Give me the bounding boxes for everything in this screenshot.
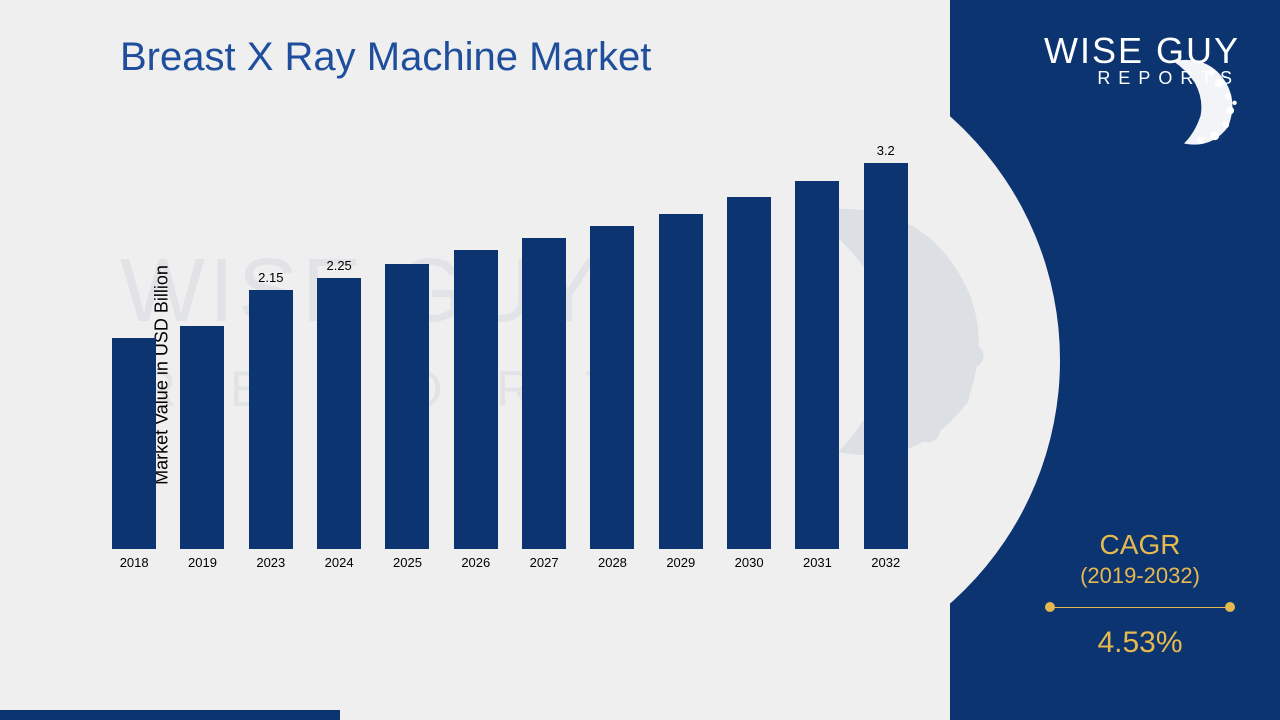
bar-group: 2019 bbox=[171, 306, 233, 570]
bar-group: 2030 bbox=[718, 177, 780, 570]
bar bbox=[112, 338, 156, 549]
bar bbox=[727, 197, 771, 549]
bar bbox=[864, 163, 908, 549]
chart-area: Market Value in USD Billion 201820192.15… bbox=[60, 140, 920, 610]
bar-group: 3.2 2032 bbox=[855, 143, 917, 570]
bar bbox=[317, 278, 361, 549]
bar-group: 2.15 2023 bbox=[240, 270, 302, 570]
bar-group: 2027 bbox=[513, 218, 575, 570]
bar bbox=[795, 181, 839, 549]
bar bbox=[180, 326, 224, 549]
bar bbox=[522, 238, 566, 549]
logo-head-icon bbox=[1140, 50, 1250, 160]
page-title: Breast X Ray Machine Market bbox=[120, 35, 651, 80]
bar-group: 2.25 2024 bbox=[308, 258, 370, 570]
x-axis-label: 2028 bbox=[598, 555, 627, 570]
bar-value-label: 2.15 bbox=[258, 270, 283, 286]
bar bbox=[590, 226, 634, 549]
bar-value-label: 3.2 bbox=[877, 143, 895, 159]
bar bbox=[249, 290, 293, 549]
x-axis-label: 2024 bbox=[325, 555, 354, 570]
bar bbox=[385, 264, 429, 549]
cagr-value: 4.53% bbox=[1050, 626, 1230, 660]
bar-plot: 2018 2019 2.15 2023 2.25 2024 2025 2026 2027 2028… bbox=[100, 140, 920, 570]
brand-logo: WISE GUY REPORTS bbox=[1044, 30, 1240, 89]
x-axis-label: 2023 bbox=[256, 555, 285, 570]
bar-group: 2025 bbox=[376, 244, 438, 570]
x-axis-label: 2032 bbox=[871, 555, 900, 570]
x-axis-label: 2026 bbox=[461, 555, 490, 570]
x-axis-label: 2030 bbox=[735, 555, 764, 570]
bar-group: 2029 bbox=[650, 194, 712, 570]
bar-group: 2018 bbox=[103, 318, 165, 570]
cagr-label: CAGR bbox=[1050, 529, 1230, 561]
cagr-panel: CAGR (2019-2032) 4.53% bbox=[1050, 529, 1230, 660]
x-axis-label: 2029 bbox=[666, 555, 695, 570]
x-axis-label: 2019 bbox=[188, 555, 217, 570]
x-axis-label: 2025 bbox=[393, 555, 422, 570]
bottom-accent-bar bbox=[0, 710, 340, 720]
bar-group: 2031 bbox=[786, 161, 848, 570]
bar bbox=[659, 214, 703, 549]
bar bbox=[454, 250, 498, 549]
bar-group: 2028 bbox=[581, 206, 643, 570]
x-axis-label: 2027 bbox=[530, 555, 559, 570]
cagr-divider bbox=[1050, 607, 1230, 608]
bar-value-label: 2.25 bbox=[326, 258, 351, 274]
x-axis-label: 2018 bbox=[120, 555, 149, 570]
cagr-range: (2019-2032) bbox=[1050, 563, 1230, 589]
x-axis-label: 2031 bbox=[803, 555, 832, 570]
bar-group: 2026 bbox=[445, 230, 507, 570]
